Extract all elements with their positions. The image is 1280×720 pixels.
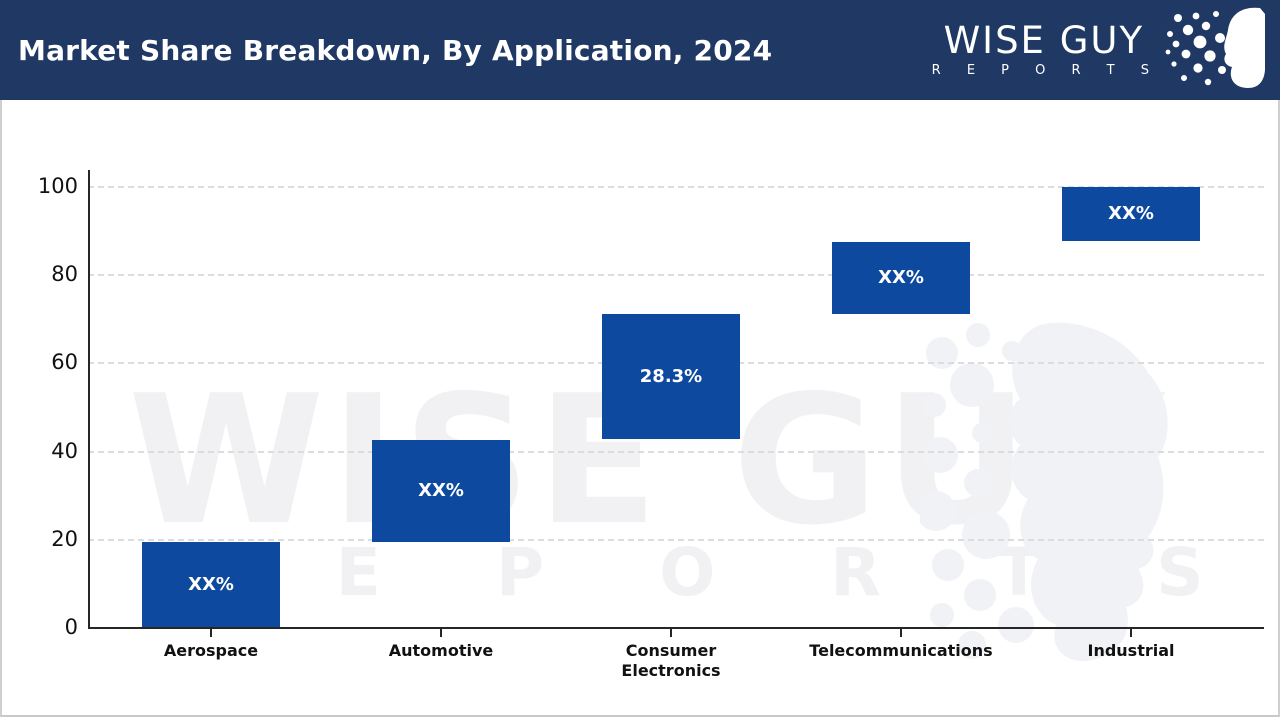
x-axis-tick [210, 629, 212, 637]
x-axis-category-label: Aerospace [163, 641, 259, 660]
x-axis-tick [900, 629, 902, 637]
chart-area: WISE GUY R E P O R T S 0 20 40 60 80 100 XX% XX… [0, 100, 1280, 720]
bar-automotive: XX% [372, 440, 510, 542]
logo-tagline: R E P O R T S [931, 63, 1160, 78]
wise-guy-logo: WISE GUY R E P O R T S [928, 4, 1280, 96]
x-axis-category-label: Telecommunications [809, 641, 993, 660]
bar-value-label: XX% [1108, 203, 1154, 225]
y-axis-tick-label: 60 [51, 350, 78, 375]
bar-value-label: XX% [878, 267, 924, 289]
x-axis-tick [440, 629, 442, 637]
gridline-y-80 [88, 274, 1264, 277]
logo-text: WISE GUY R E P O R T S [928, 22, 1160, 78]
y-axis-line [88, 170, 90, 629]
x-axis-tick [670, 629, 672, 637]
gridline-y-100 [88, 186, 1264, 188]
bar-consumer-electronics: 28.3% [602, 314, 740, 440]
bar-telecommunications: XX% [832, 242, 970, 314]
header-bar: Market Share Breakdown, By Application, … [0, 0, 1280, 100]
x-axis-category-label: Industrial [1087, 641, 1175, 660]
bar-value-label: 28.3% [639, 366, 703, 388]
page-title: Market Share Breakdown, By Application, … [18, 33, 773, 67]
logo-name: WISE GUY [943, 19, 1145, 62]
y-axis-tick-label: 100 [37, 174, 78, 198]
bar-aerospace: XX% [142, 541, 280, 627]
gridline-y-40 [88, 450, 1264, 453]
dotted-face-icon [1162, 4, 1266, 96]
bar-industrial: XX% [1062, 186, 1200, 242]
x-axis-category-label: Automotive [388, 641, 494, 660]
bar-value-label: XX% [188, 573, 234, 595]
bar-value-label: XX% [418, 480, 464, 502]
y-axis-tick-label: 0 [64, 615, 78, 639]
gridline-y-20 [88, 538, 1264, 541]
x-axis-category-label: Consumer Electronics [621, 641, 721, 680]
x-axis-tick [1130, 629, 1132, 637]
y-axis-tick-label: 20 [51, 526, 78, 551]
y-axis-tick-label: 40 [51, 438, 78, 463]
x-axis-line [88, 627, 1264, 629]
watermark-face-icon [916, 315, 1180, 679]
y-axis-tick-label: 80 [51, 262, 78, 287]
